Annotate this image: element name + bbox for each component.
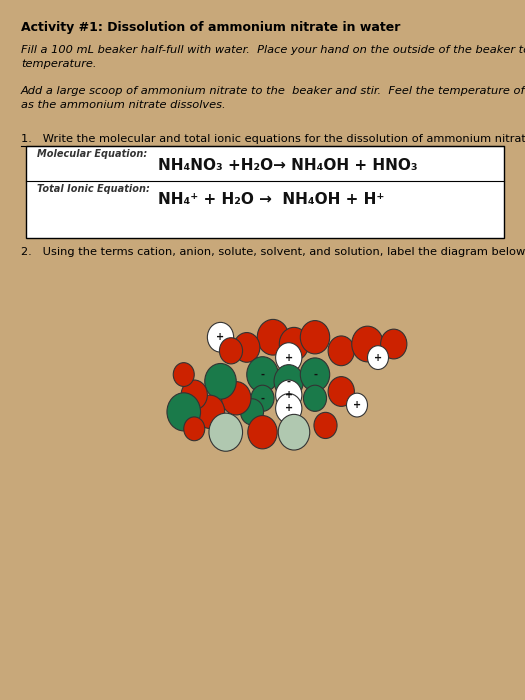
Circle shape	[328, 377, 354, 407]
Circle shape	[368, 346, 388, 370]
Circle shape	[222, 382, 251, 415]
Circle shape	[240, 399, 264, 425]
Circle shape	[276, 343, 302, 372]
Circle shape	[300, 358, 330, 391]
Circle shape	[300, 321, 330, 354]
Circle shape	[257, 319, 289, 355]
Text: Fill a 100 mL beaker half-full with water.  Place your hand on the outside of th: Fill a 100 mL beaker half-full with wate…	[21, 45, 525, 69]
Text: NH₄NO₃ +H₂O→ NH₄OH + HNO₃: NH₄NO₃ +H₂O→ NH₄OH + HNO₃	[158, 158, 417, 173]
Text: 2.   Using the terms cation, anion, solute, solvent, and solution, label the dia: 2. Using the terms cation, anion, solute…	[21, 247, 525, 257]
Text: Molecular Equation:: Molecular Equation:	[37, 149, 147, 159]
Circle shape	[314, 412, 337, 438]
Circle shape	[207, 323, 234, 352]
Text: +: +	[216, 332, 225, 342]
Text: 1.   Write the molecular and total ionic equations for the dissolution of ammoni: 1. Write the molecular and total ionic e…	[21, 134, 525, 144]
Text: +: +	[353, 400, 361, 410]
Text: -: -	[287, 377, 291, 386]
Circle shape	[278, 414, 310, 450]
Circle shape	[276, 393, 302, 424]
Circle shape	[184, 417, 205, 441]
Circle shape	[346, 393, 367, 417]
Text: NH₄⁺ + H₂O →  NH₄OH + H⁺: NH₄⁺ + H₂O → NH₄OH + H⁺	[158, 192, 384, 206]
Circle shape	[181, 380, 207, 410]
Text: -: -	[313, 370, 317, 379]
Circle shape	[328, 336, 354, 365]
Text: Add a large scoop of ammonium nitrate to the  beaker and stir.  Feel the tempera: Add a large scoop of ammonium nitrate to…	[21, 86, 525, 111]
Circle shape	[234, 332, 260, 363]
Text: +: +	[285, 390, 293, 400]
Circle shape	[303, 385, 327, 412]
FancyBboxPatch shape	[26, 146, 504, 238]
Text: -: -	[260, 370, 265, 379]
Circle shape	[209, 413, 243, 452]
Text: +: +	[285, 403, 293, 414]
Circle shape	[251, 385, 274, 412]
Text: -: -	[260, 393, 265, 403]
Circle shape	[205, 363, 236, 399]
Circle shape	[167, 393, 201, 431]
Circle shape	[274, 365, 303, 398]
Circle shape	[247, 357, 278, 393]
Text: +: +	[374, 353, 382, 363]
Circle shape	[195, 395, 225, 428]
Circle shape	[276, 380, 302, 410]
Text: +: +	[285, 353, 293, 363]
Circle shape	[381, 329, 407, 359]
Circle shape	[352, 326, 383, 362]
Circle shape	[173, 363, 194, 386]
Text: Activity #1: Dissolution of ammonium nitrate in water: Activity #1: Dissolution of ammonium nit…	[21, 21, 401, 34]
Text: Total Ionic Equation:: Total Ionic Equation:	[37, 185, 150, 195]
Circle shape	[219, 337, 243, 364]
Circle shape	[279, 328, 309, 360]
Circle shape	[248, 416, 277, 449]
